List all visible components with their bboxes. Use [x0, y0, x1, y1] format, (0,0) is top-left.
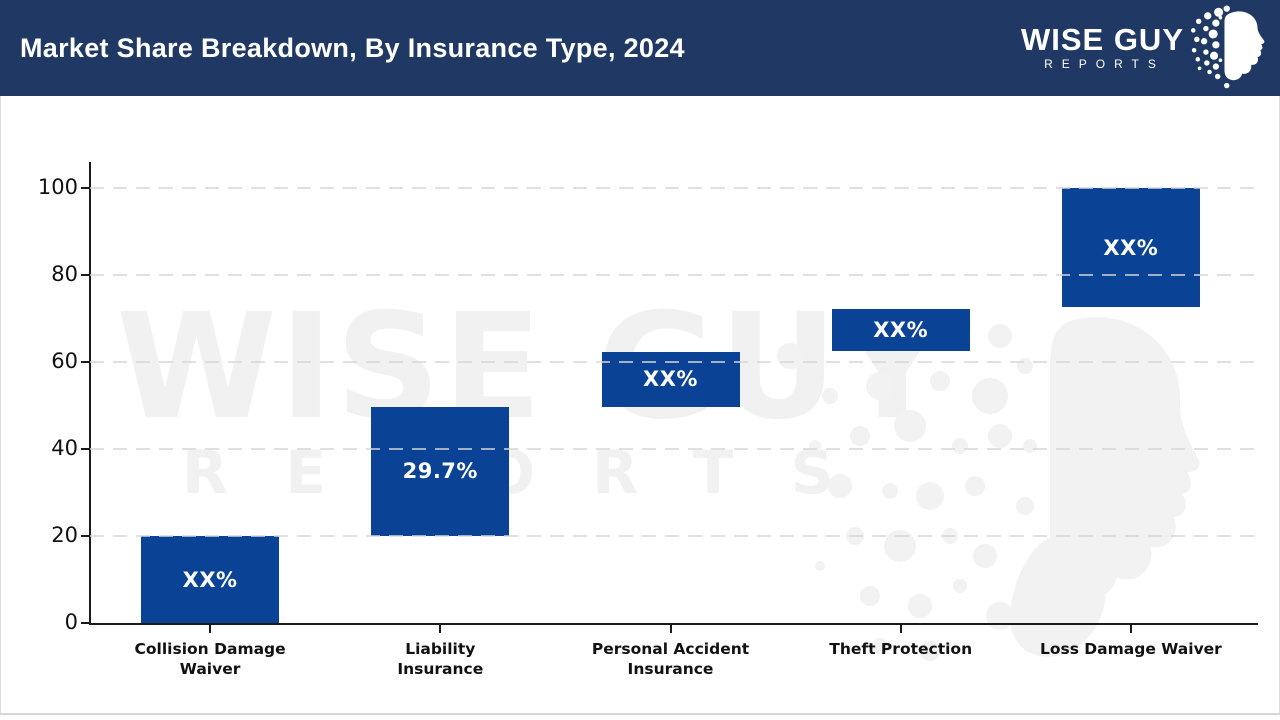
category-label-line: Insurance	[397, 660, 484, 678]
category-label: Loss Damage Waiver	[1001, 639, 1261, 659]
x-tick-mark	[669, 625, 672, 633]
category-label: Theft Protection	[771, 639, 1031, 659]
category-label-line: Collision Damage	[134, 640, 286, 658]
y-tick-label: 60	[51, 349, 78, 373]
bar-value-label: XX%	[1103, 235, 1159, 260]
logo-subtext: REPORTS	[1044, 57, 1165, 71]
category-label-line: Loss Damage Waiver	[1039, 640, 1222, 658]
y-tick-label: 40	[51, 436, 78, 460]
bar-value-label: XX%	[182, 567, 238, 592]
chart-area: WISE GUY REPORTS 0 20	[0, 96, 1280, 720]
gridline	[90, 448, 1257, 450]
y-axis-line	[89, 162, 91, 625]
bar-value-label: XX%	[873, 317, 929, 342]
category-label-line: Theft Protection	[829, 640, 973, 658]
y-tick-mark	[81, 187, 90, 189]
gridline	[90, 187, 1257, 189]
logo-wordmark: WISE GUY	[1020, 22, 1184, 57]
y-tick-label: 0	[64, 610, 78, 634]
y-tick-label: 80	[51, 262, 78, 286]
y-tick-mark	[81, 361, 90, 363]
watermark-wordmark: WISE GUY	[116, 282, 948, 452]
x-tick-mark	[1129, 625, 1132, 633]
y-tick-mark	[81, 535, 90, 537]
logo-face-icon	[1190, 5, 1265, 89]
chart-title: Market Share Breakdown, By Insurance Typ…	[20, 32, 685, 63]
y-tick-label: 20	[51, 523, 78, 547]
chart-bar: XX%	[141, 536, 280, 623]
bar-value-label: 29.7%	[402, 459, 478, 484]
category-label: Collision Damage Waiver	[80, 639, 340, 679]
x-tick-mark	[899, 625, 902, 633]
category-label-line: Waiver	[179, 660, 241, 678]
x-axis-line	[89, 623, 1258, 625]
chart-bar: 29.7%	[371, 406, 510, 536]
wiseguy-reports-logo: WISE GUY REPORTS	[1021, 0, 1272, 96]
category-label: Liability Insurance	[310, 639, 570, 679]
chart-bar: XX%	[831, 308, 970, 351]
x-tick-mark	[209, 625, 212, 633]
gridline	[90, 361, 1257, 363]
y-tick-mark	[81, 274, 90, 276]
category-label-line: Insurance	[627, 660, 714, 678]
chart-bar: XX%	[1061, 188, 1200, 308]
category-label-line: Personal Accident	[591, 640, 750, 658]
category-label: Personal Accident Insurance	[541, 639, 801, 679]
y-tick-mark	[81, 622, 90, 624]
logo-text: WISE GUY REPORTS	[1020, 22, 1184, 71]
gridline	[90, 274, 1257, 276]
y-tick-label: 100	[37, 175, 78, 199]
gridline	[90, 535, 1257, 537]
x-tick-mark	[439, 625, 442, 633]
header-bar: Market Share Breakdown, By Insurance Typ…	[0, 0, 1280, 96]
chart-bar: XX%	[601, 351, 740, 407]
y-tick-mark	[81, 448, 90, 450]
bar-value-label: XX%	[643, 367, 698, 392]
category-label-line: Liability	[405, 640, 476, 658]
